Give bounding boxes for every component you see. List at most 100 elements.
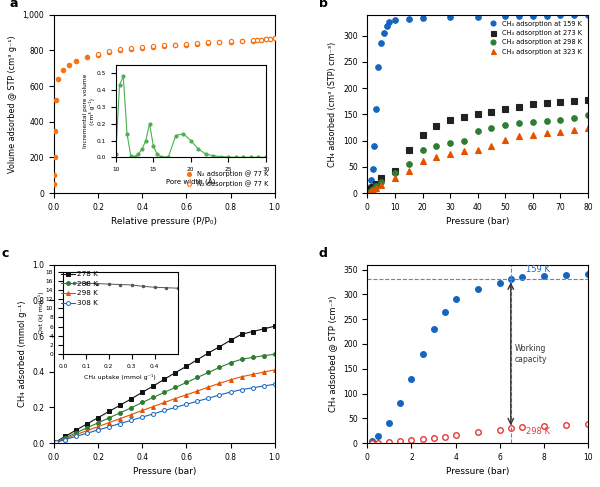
CH₄ adsorption at 273 K [515, 104, 523, 110]
CH₄ adsorption at 323 K [571, 127, 578, 133]
CH₄ adsorption at 298 K [433, 143, 440, 149]
288 K [172, 385, 179, 391]
288 K [83, 425, 91, 431]
288 K [260, 353, 267, 358]
308 K [61, 437, 68, 443]
Y-axis label: CH₄ adsorbed (cm³ (STP) cm⁻³): CH₄ adsorbed (cm³ (STP) cm⁻³) [328, 41, 337, 167]
298 K [194, 388, 201, 394]
N₂ desorption @ 77 K [128, 45, 135, 51]
CH₄ adsorption at 298 K [571, 115, 578, 121]
N₂ desorption @ 77 K [149, 43, 157, 49]
N₂ desorption @ 77 K [106, 48, 113, 54]
CH₄ adsorption at 323 K [474, 147, 481, 152]
288 K [61, 435, 68, 441]
CH₄ adsorption at 159 K [529, 13, 536, 19]
Text: d: d [319, 247, 328, 261]
Text: Working
capacity: Working capacity [515, 344, 547, 364]
N₂ desorption @ 77 K [271, 35, 278, 41]
N₂ adsorption @ 77 K [238, 38, 245, 44]
298 K [518, 424, 526, 430]
288 K [53, 439, 60, 445]
CH₄ adsorption at 298 K [557, 117, 564, 123]
CH₄ adsorption at 273 K [419, 132, 426, 138]
CH₄ adsorption at 159 K [372, 106, 379, 112]
CH₄ adsorption at 323 K [460, 148, 467, 154]
CH₄ adsorption at 323 K [502, 137, 509, 143]
CH₄ adsorption at 159 K [367, 184, 374, 190]
159 K [441, 309, 448, 315]
N₂ adsorption @ 77 K [50, 181, 58, 187]
CH₄ adsorption at 298 K [584, 112, 592, 118]
CH₄ adsorption at 273 K [474, 112, 481, 117]
288 K [194, 375, 201, 380]
CH₄ adsorption at 159 K [391, 17, 398, 23]
288 K [271, 351, 278, 357]
N₂ adsorption @ 77 K [66, 62, 73, 68]
CH₄ adsorption at 159 K [386, 19, 393, 25]
CH₄ adsorption at 159 K [543, 13, 550, 19]
N₂ adsorption @ 77 K [55, 76, 62, 82]
159 K [496, 281, 503, 286]
CH₄ adsorption at 323 K [446, 151, 454, 157]
288 K [128, 405, 135, 411]
288 K [205, 370, 212, 375]
CH₄ adsorption at 323 K [488, 143, 495, 149]
278 K [53, 439, 60, 445]
Line: 278 K: 278 K [54, 324, 277, 444]
CH₄ adsorption at 159 K [365, 187, 373, 193]
Text: b: b [319, 0, 328, 10]
278 K [83, 421, 91, 427]
298 K [161, 399, 168, 405]
CH₄ adsorption at 323 K [377, 182, 385, 187]
298 K [227, 377, 234, 383]
Legend: 278 K, 288 K, 298 K, 308 K: 278 K, 288 K, 298 K, 308 K [58, 268, 101, 309]
N₂ adsorption @ 77 K [253, 37, 260, 43]
N₂ adsorption @ 77 K [172, 42, 179, 48]
298 K [95, 424, 102, 430]
298 K [271, 367, 278, 373]
CH₄ adsorption at 298 K [369, 186, 376, 192]
308 K [227, 389, 234, 395]
N₂ adsorption @ 77 K [116, 47, 124, 53]
CH₄ adsorption at 323 K [529, 132, 536, 138]
288 K [249, 355, 256, 360]
298 K [116, 415, 124, 421]
288 K [216, 365, 223, 371]
CH₄ adsorption at 159 K [377, 40, 385, 46]
298 K [172, 395, 179, 401]
N₂ adsorption @ 77 K [161, 43, 168, 49]
N₂ adsorption @ 77 K [262, 37, 269, 42]
Y-axis label: CH₄ adsorbed @ STP (cm⁻³): CH₄ adsorbed @ STP (cm⁻³) [328, 296, 337, 412]
CH₄ adsorption at 273 K [488, 109, 495, 115]
CH₄ adsorption at 273 K [372, 181, 379, 187]
278 K [271, 323, 278, 329]
CH₄ adsorption at 298 K [419, 147, 426, 153]
CH₄ adsorption at 273 K [377, 175, 385, 181]
CH₄ adsorption at 273 K [446, 117, 454, 123]
N₂ adsorption @ 77 K [149, 44, 157, 50]
298 K [452, 432, 459, 438]
N₂ adsorption @ 77 K [106, 49, 113, 55]
288 K [227, 360, 234, 366]
CH₄ adsorption at 323 K [433, 154, 440, 160]
N₂ adsorption @ 77 K [52, 128, 59, 133]
N₂ adsorption @ 77 K [59, 67, 67, 73]
CH₄ adsorption at 159 K [405, 16, 412, 22]
CH₄ adsorption at 298 K [368, 187, 375, 193]
N₂ desorption @ 77 K [172, 42, 179, 48]
Text: 298 K: 298 K [526, 427, 550, 436]
N₂ adsorption @ 77 K [73, 58, 80, 64]
CH₄ adsorption at 273 K [460, 114, 467, 120]
298 K [53, 439, 60, 445]
298 K [61, 436, 68, 442]
N₂ desorption @ 77 K [249, 37, 256, 43]
CH₄ adsorption at 273 K [502, 106, 509, 112]
CH₄ adsorption at 298 K [367, 188, 374, 194]
N₂ adsorption @ 77 K [205, 40, 212, 46]
Line: 308 K: 308 K [54, 382, 277, 445]
CH₄ adsorption at 159 K [419, 15, 426, 20]
CH₄ adsorption at 273 K [369, 184, 376, 190]
CH₄ adsorption at 323 K [368, 188, 375, 194]
159 K [430, 326, 437, 332]
N₂ adsorption @ 77 K [271, 35, 278, 41]
